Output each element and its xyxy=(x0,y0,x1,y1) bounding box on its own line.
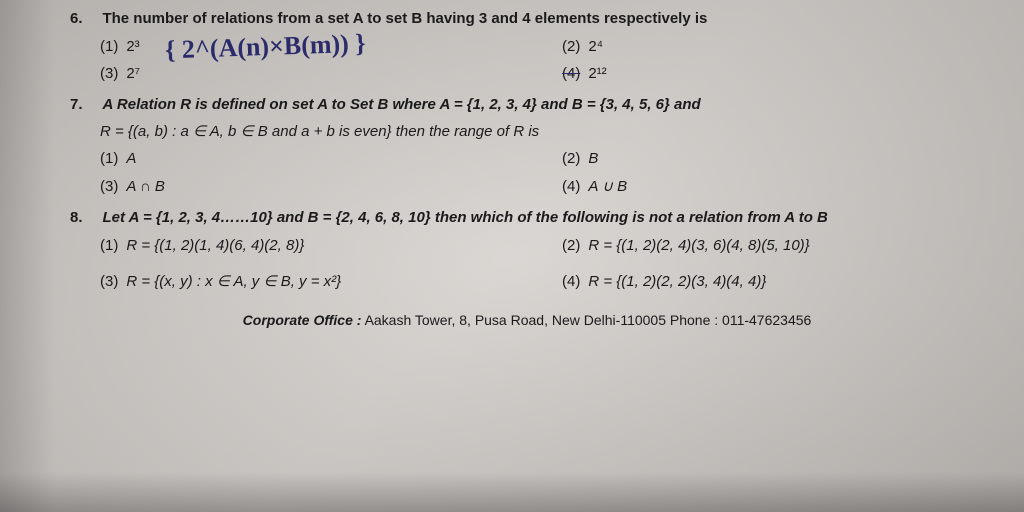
page-content: 6. The number of relations from a set A … xyxy=(0,0,1024,512)
q7-condition: R = {(a, b) : a ∈ A, b ∈ B and a + b is … xyxy=(70,122,984,140)
question-7: 7. A Relation R is defined on set A to S… xyxy=(70,96,984,114)
q6-opt4: (4) 2¹² xyxy=(562,65,984,82)
handwritten-formula: { 2^(A(n)×B(m)) } xyxy=(165,29,367,66)
q8-text: Let A = {1, 2, 3, 4……10} and B = {2, 4, … xyxy=(102,209,827,226)
q6-options: (1) 2³ (2) 2⁴ (3) 2⁷ (4) 2¹² { 2^(A(n)×B… xyxy=(70,38,984,82)
q7-number: 7. xyxy=(70,96,98,113)
q7-opt1: (1) A xyxy=(100,150,522,167)
q7-opt3: (3) A ∩ B xyxy=(100,177,522,195)
question-6: 6. The number of relations from a set A … xyxy=(70,10,984,28)
footer: Corporate Office : Aakash Tower, 8, Pusa… xyxy=(70,306,984,328)
footer-label: Corporate Office : xyxy=(243,312,362,328)
footer-address: Aakash Tower, 8, Pusa Road, New Delhi-11… xyxy=(365,312,812,328)
q6-number: 6. xyxy=(70,10,98,27)
q6-opt2: (2) 2⁴ xyxy=(562,38,984,55)
q8-opt1: (1) R = {(1, 2)(1, 4)(6, 4)(2, 8)} xyxy=(100,237,522,254)
q8-opt2: (2) R = {(1, 2)(2, 4)(3, 6)(4, 8)(5, 10)… xyxy=(562,237,984,254)
question-8: 8. Let A = {1, 2, 3, 4……10} and B = {2, … xyxy=(70,209,984,227)
q7-text: A Relation R is defined on set A to Set … xyxy=(102,96,700,113)
q8-opt4: (4) R = {(1, 2)(2, 2)(3, 4)(4, 4)} xyxy=(562,272,984,290)
q7-options: (1) A (2) B (3) A ∩ B (4) A ∪ B xyxy=(70,150,984,195)
q8-opt3: (3) R = {(x, y) : x ∈ A, y ∈ B, y = x²} xyxy=(100,272,522,290)
q6-opt3: (3) 2⁷ xyxy=(100,65,522,82)
q7-opt4: (4) A ∪ B xyxy=(562,177,984,195)
q8-number: 8. xyxy=(70,209,98,226)
q8-options: (1) R = {(1, 2)(1, 4)(6, 4)(2, 8)} (2) R… xyxy=(70,237,984,290)
q7-opt2: (2) B xyxy=(562,150,984,167)
q6-text: The number of relations from a set A to … xyxy=(102,10,707,27)
